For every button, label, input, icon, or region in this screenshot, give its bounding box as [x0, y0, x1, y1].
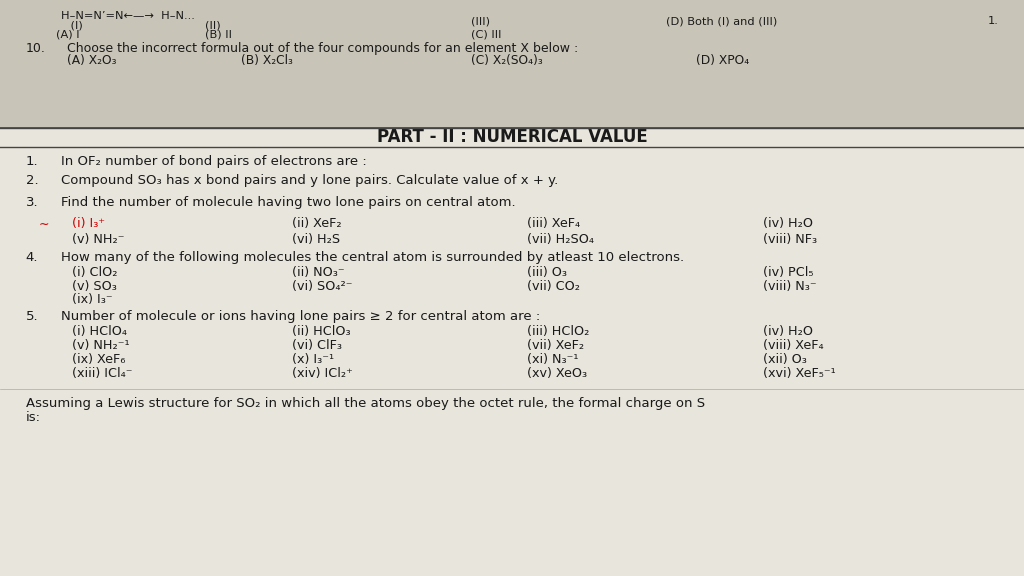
Text: (A) X₂O₃: (A) X₂O₃ [67, 54, 116, 67]
Text: (xiv) ICl₂⁺: (xiv) ICl₂⁺ [292, 367, 352, 380]
Text: (iii) XeF₄: (iii) XeF₄ [527, 217, 581, 230]
Text: (B) II: (B) II [205, 29, 231, 40]
Text: H–N=N’=N←—→  H–N...: H–N=N’=N←—→ H–N... [61, 11, 196, 21]
Bar [0, 128, 1024, 145]
Text: (vi) ClF₃: (vi) ClF₃ [292, 339, 342, 352]
Text: (i) ClO₂: (i) ClO₂ [72, 266, 117, 279]
Text: (B) X₂Cl₃: (B) X₂Cl₃ [241, 54, 293, 67]
Text: (vi) SO₄²⁻: (vi) SO₄²⁻ [292, 280, 352, 293]
Text: (iv) PCl₅: (iv) PCl₅ [763, 266, 813, 279]
Text: (A) I: (A) I [56, 29, 80, 40]
Text: Number of molecule or ions having lone pairs ≥ 2 for central atom are :: Number of molecule or ions having lone p… [61, 310, 541, 323]
Text: Find the number of molecule having two lone pairs on central atom.: Find the number of molecule having two l… [61, 196, 516, 209]
Text: (i) HClO₄: (i) HClO₄ [72, 325, 127, 338]
Text: (vii) CO₂: (vii) CO₂ [527, 280, 581, 293]
Text: (iv) H₂O: (iv) H₂O [763, 217, 813, 230]
Text: (D) Both (I) and (III): (D) Both (I) and (III) [666, 16, 777, 26]
Text: 3.: 3. [26, 196, 38, 209]
Text: (xi) N₃⁻¹: (xi) N₃⁻¹ [527, 353, 579, 366]
Text: (ii) XeF₂: (ii) XeF₂ [292, 217, 341, 230]
Text: (vii) H₂SO₄: (vii) H₂SO₄ [527, 233, 594, 245]
Text: (ii) HClO₃: (ii) HClO₃ [292, 325, 350, 338]
Text: (ix) I₃⁻: (ix) I₃⁻ [72, 293, 113, 306]
Text: 1.: 1. [26, 155, 38, 168]
Text: 5.: 5. [26, 310, 38, 323]
Text: (C) X₂(SO₄)₃: (C) X₂(SO₄)₃ [471, 54, 543, 67]
Text: In OF₂ number of bond pairs of electrons are :: In OF₂ number of bond pairs of electrons… [61, 155, 368, 168]
Text: (xiii) ICl₄⁻: (xiii) ICl₄⁻ [72, 367, 132, 380]
Text: (v) NH₂⁻¹: (v) NH₂⁻¹ [72, 339, 129, 352]
Text: (III): (III) [471, 16, 490, 26]
Text: (iii) HClO₂: (iii) HClO₂ [527, 325, 590, 338]
Text: (ix) XeF₆: (ix) XeF₆ [72, 353, 125, 366]
Bar [0, 130, 1024, 576]
Text: (viii) N₃⁻: (viii) N₃⁻ [763, 280, 816, 293]
Text: (viii) XeF₄: (viii) XeF₄ [763, 339, 823, 352]
Text: (C) III: (C) III [471, 29, 502, 40]
Text: (v) SO₃: (v) SO₃ [72, 280, 117, 293]
Text: (xv) XeO₃: (xv) XeO₃ [527, 367, 588, 380]
Text: is:: is: [26, 411, 41, 423]
Text: 2.: 2. [26, 175, 38, 187]
Text: Compound SO₃ has x bond pairs and y lone pairs. Calculate value of x + y.: Compound SO₃ has x bond pairs and y lone… [61, 175, 559, 187]
Text: (xii) O₃: (xii) O₃ [763, 353, 807, 366]
Text: (iv) H₂O: (iv) H₂O [763, 325, 813, 338]
Text: Assuming a Lewis structure for SO₂ in which all the atoms obey the octet rule, t: Assuming a Lewis structure for SO₂ in wh… [26, 397, 705, 410]
Text: (iii) O₃: (iii) O₃ [527, 266, 567, 279]
Text: (ii) NO₃⁻: (ii) NO₃⁻ [292, 266, 344, 279]
Text: 1.: 1. [987, 16, 998, 26]
Text: (D) XPO₄: (D) XPO₄ [696, 54, 750, 67]
Text: How many of the following molecules the central atom is surrounded by atleast 10: How many of the following molecules the … [61, 251, 685, 264]
Text: (xvi) XeF₅⁻¹: (xvi) XeF₅⁻¹ [763, 367, 836, 380]
Text: 4.: 4. [26, 251, 38, 264]
Text: PART - II : NUMERICAL VALUE: PART - II : NUMERICAL VALUE [377, 128, 647, 146]
Text: 10.: 10. [26, 42, 45, 55]
Text: (v) NH₂⁻: (v) NH₂⁻ [72, 233, 124, 245]
Bar [0, 0, 1024, 130]
Text: (vii) XeF₂: (vii) XeF₂ [527, 339, 585, 352]
Text: (II): (II) [205, 20, 220, 31]
Text: Choose the incorrect formula out of the four compounds for an element X below :: Choose the incorrect formula out of the … [67, 42, 578, 55]
Text: ∼: ∼ [39, 218, 49, 231]
Text: (viii) NF₃: (viii) NF₃ [763, 233, 817, 245]
Text: (vi) H₂S: (vi) H₂S [292, 233, 340, 245]
Text: (I): (I) [56, 20, 83, 31]
Text: (i) I₃⁺: (i) I₃⁺ [72, 217, 104, 230]
Text: (x) I₃⁻¹: (x) I₃⁻¹ [292, 353, 334, 366]
